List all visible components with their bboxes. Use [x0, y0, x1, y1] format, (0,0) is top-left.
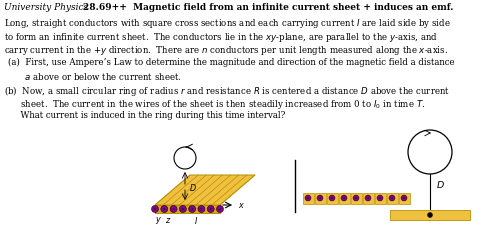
Circle shape — [379, 198, 381, 199]
Circle shape — [355, 198, 357, 199]
Circle shape — [163, 208, 165, 210]
Text: Long, straight conductors with square cross sections and each carrying current $: Long, straight conductors with square cr… — [4, 17, 451, 30]
Text: (b)  Now, a small circular ring of radius $r$ and resistance $R$ is centered a d: (b) Now, a small circular ring of radius… — [4, 84, 450, 98]
Text: carry current in the $+y$ direction.  There are $n$ conductors per unit length m: carry current in the $+y$ direction. The… — [4, 44, 448, 57]
Bar — [314, 193, 325, 204]
Bar — [339, 193, 349, 204]
Bar — [350, 193, 362, 204]
Text: $a$ above or below the current sheet.: $a$ above or below the current sheet. — [8, 71, 182, 82]
Circle shape — [391, 198, 393, 199]
Circle shape — [329, 195, 335, 201]
Text: $D$: $D$ — [436, 178, 445, 189]
Circle shape — [198, 206, 205, 213]
Circle shape — [341, 195, 347, 201]
Text: $D$: $D$ — [189, 182, 197, 193]
Bar — [386, 193, 398, 204]
Circle shape — [180, 206, 186, 213]
Circle shape — [389, 195, 395, 201]
Circle shape — [353, 195, 359, 201]
Circle shape — [319, 198, 321, 199]
Circle shape — [154, 208, 156, 210]
Bar — [326, 193, 338, 204]
Circle shape — [170, 206, 177, 213]
Circle shape — [151, 206, 159, 213]
Circle shape — [217, 206, 224, 213]
Polygon shape — [155, 205, 220, 213]
Text: $I$: $I$ — [194, 215, 198, 226]
Circle shape — [403, 198, 405, 199]
Circle shape — [331, 198, 333, 199]
Circle shape — [307, 198, 309, 199]
Text: $x$: $x$ — [238, 201, 245, 210]
Circle shape — [427, 213, 432, 218]
Circle shape — [377, 195, 383, 201]
Text: University Physics: University Physics — [4, 3, 88, 12]
Bar — [390, 210, 470, 220]
Text: $z$: $z$ — [165, 216, 171, 224]
Polygon shape — [155, 175, 255, 205]
Circle shape — [317, 195, 323, 201]
Circle shape — [219, 208, 221, 210]
Bar — [303, 193, 313, 204]
Bar — [363, 193, 373, 204]
Circle shape — [343, 198, 345, 199]
Text: $y$: $y$ — [155, 215, 162, 226]
Circle shape — [401, 195, 407, 201]
Circle shape — [161, 206, 168, 213]
Text: (a)  First, use Ampere’s Law to determine the magnitude and direction of the mag: (a) First, use Ampere’s Law to determine… — [8, 57, 455, 66]
Circle shape — [365, 195, 371, 201]
Circle shape — [191, 208, 193, 210]
Bar — [399, 193, 409, 204]
Circle shape — [210, 208, 211, 210]
Circle shape — [207, 206, 214, 213]
Circle shape — [182, 208, 183, 210]
Circle shape — [201, 208, 202, 210]
Bar — [374, 193, 386, 204]
Circle shape — [173, 208, 174, 210]
Circle shape — [305, 195, 311, 201]
Circle shape — [189, 206, 196, 213]
Text: What current is induced in the ring during this time interval?: What current is induced in the ring duri… — [4, 111, 285, 120]
Text: sheet.  The current in the wires of the sheet is then steadily increased from 0 : sheet. The current in the wires of the s… — [4, 98, 425, 110]
Text: to form an infinite current sheet.  The conductors lie in the $xy$-plane, are pa: to form an infinite current sheet. The c… — [4, 30, 438, 43]
Circle shape — [367, 198, 369, 199]
Text: 28.69++  Magnetic field from an infinite current sheet + induces an emf.: 28.69++ Magnetic field from an infinite … — [83, 3, 453, 12]
